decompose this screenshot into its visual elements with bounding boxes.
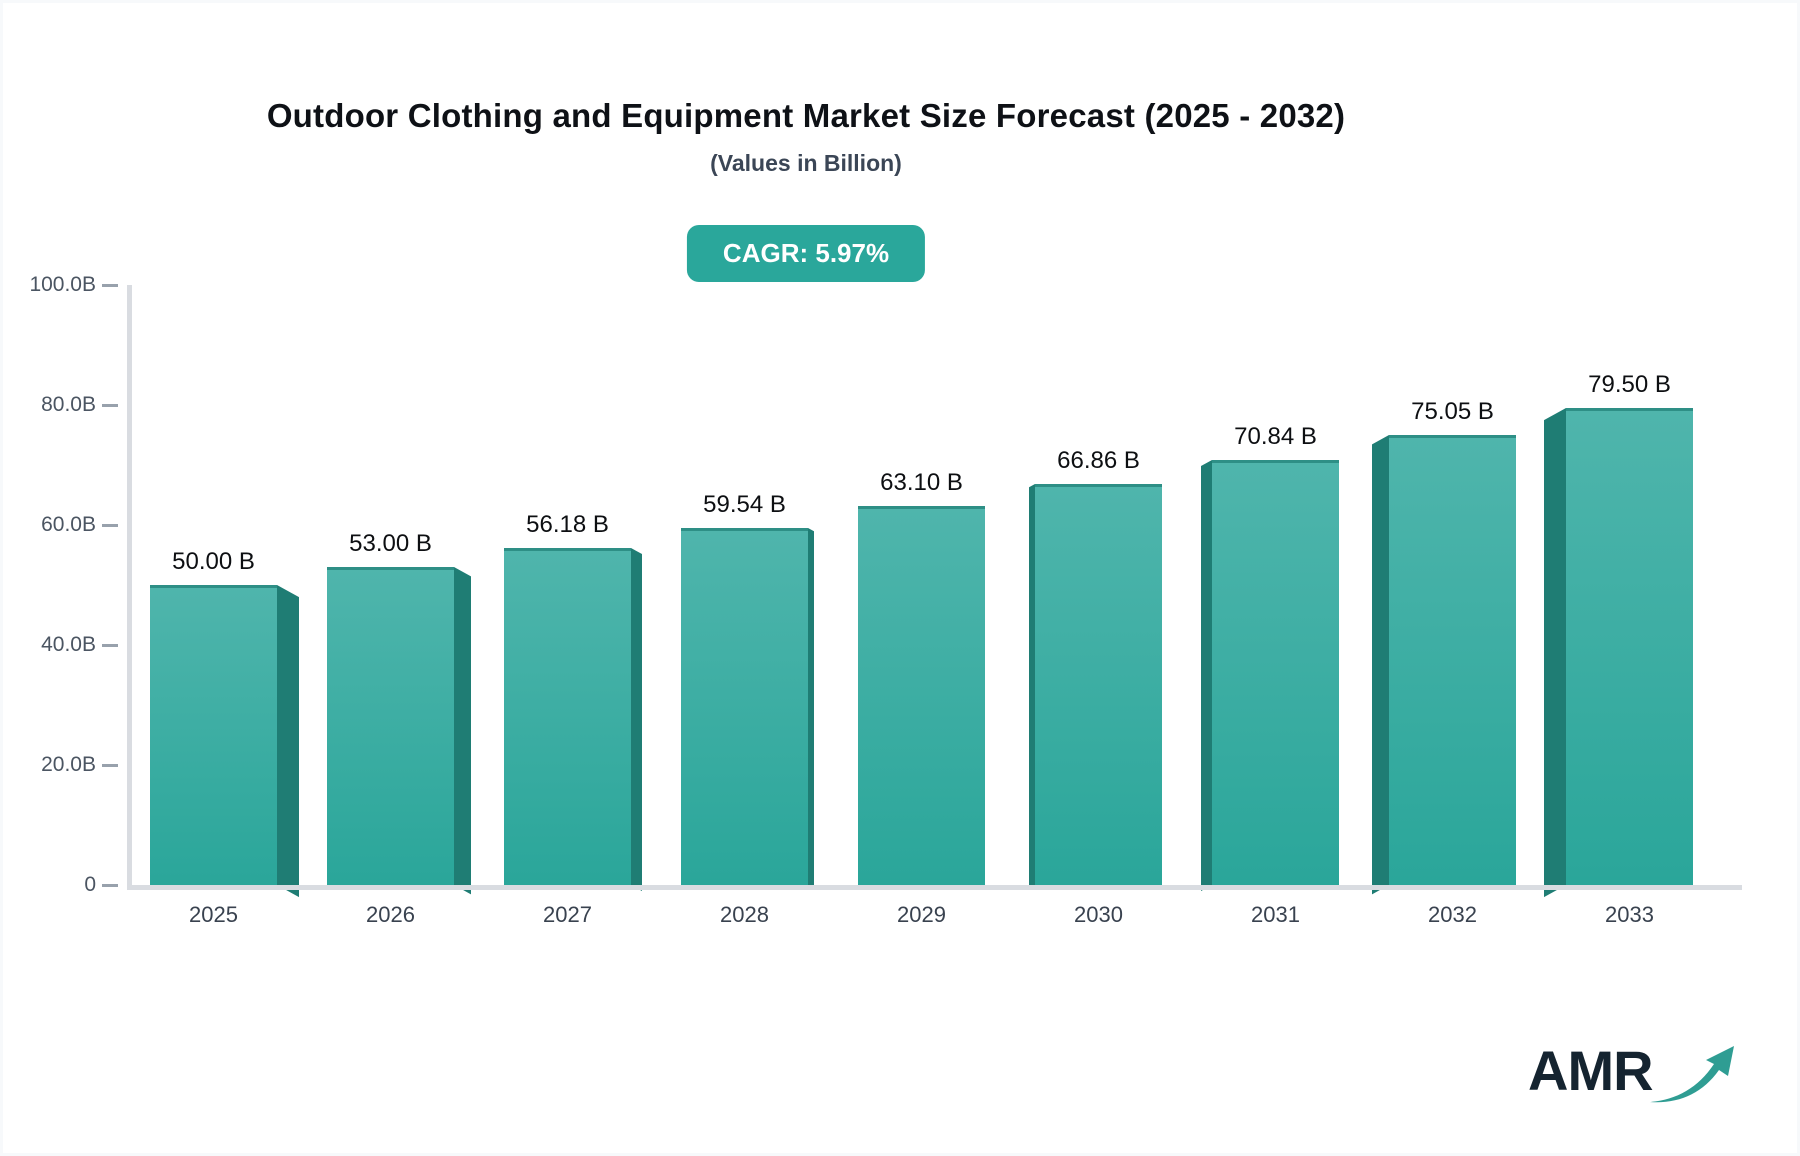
bar-side bbox=[1372, 435, 1389, 895]
bar-face bbox=[1389, 435, 1516, 885]
y-axis-tick bbox=[102, 644, 118, 647]
x-axis-label: 2028 bbox=[720, 902, 769, 927]
x-axis-label: 2029 bbox=[897, 902, 946, 927]
bar-value-label: 70.84 B bbox=[1234, 423, 1317, 450]
bar-value-label: 79.50 B bbox=[1588, 371, 1671, 398]
bar-value-label: 63.10 B bbox=[880, 469, 963, 496]
chart-subtitle: (Values in Billion) bbox=[710, 150, 902, 176]
bar-face bbox=[681, 528, 808, 885]
y-axis-label: 100.0B bbox=[29, 273, 96, 296]
bar-value-label: 53.00 B bbox=[349, 530, 432, 557]
y-axis-tick bbox=[102, 884, 118, 887]
bar-side bbox=[1201, 460, 1212, 892]
bar-side bbox=[277, 585, 299, 898]
bar-side bbox=[631, 548, 642, 892]
x-axis-label: 2033 bbox=[1605, 902, 1654, 927]
x-axis-label: 2025 bbox=[189, 902, 238, 927]
y-axis-label: 80.0B bbox=[41, 393, 96, 416]
x-axis-label: 2027 bbox=[543, 902, 592, 927]
bar-value-label: 50.00 B bbox=[172, 548, 255, 575]
bar-face bbox=[1035, 484, 1162, 885]
bar-face bbox=[504, 548, 631, 885]
y-axis-label: 0 bbox=[84, 873, 96, 896]
growth-arrow-icon bbox=[1650, 1046, 1734, 1103]
y-axis-line bbox=[127, 285, 132, 885]
y-axis-label: 20.0B bbox=[41, 753, 96, 776]
bar-face bbox=[1566, 408, 1693, 885]
y-axis-tick bbox=[102, 764, 118, 767]
bar-side bbox=[808, 528, 814, 889]
bar-value-label: 56.18 B bbox=[526, 511, 609, 538]
x-axis-label: 2030 bbox=[1074, 902, 1123, 927]
y-axis-tick bbox=[102, 404, 118, 407]
y-axis-tick bbox=[102, 284, 118, 287]
bar-side bbox=[454, 567, 471, 895]
x-axis-label: 2031 bbox=[1251, 902, 1300, 927]
bar-face bbox=[1212, 460, 1339, 885]
cagr-badge: CAGR: 5.97% bbox=[686, 225, 926, 282]
y-axis-label: 40.0B bbox=[41, 633, 96, 656]
bar-value-label: 66.86 B bbox=[1057, 447, 1140, 474]
y-axis-label: 60.0B bbox=[41, 513, 96, 536]
amr-logo-text: AMR bbox=[1528, 1039, 1654, 1102]
x-axis-label: 2026 bbox=[366, 902, 415, 927]
bar-side bbox=[1544, 408, 1566, 898]
amr-logo: AMR bbox=[1528, 1038, 1734, 1118]
y-axis-tick bbox=[102, 524, 118, 527]
bar-face bbox=[150, 585, 277, 885]
x-axis-line bbox=[127, 885, 1742, 890]
chart-title: Outdoor Clothing and Equipment Market Si… bbox=[266, 97, 1346, 134]
x-axis-label: 2032 bbox=[1428, 902, 1477, 927]
bar-value-label: 59.54 B bbox=[703, 491, 786, 518]
bar-value-label: 75.05 B bbox=[1411, 398, 1494, 425]
bar-face bbox=[858, 506, 985, 885]
bar-face bbox=[327, 567, 454, 885]
